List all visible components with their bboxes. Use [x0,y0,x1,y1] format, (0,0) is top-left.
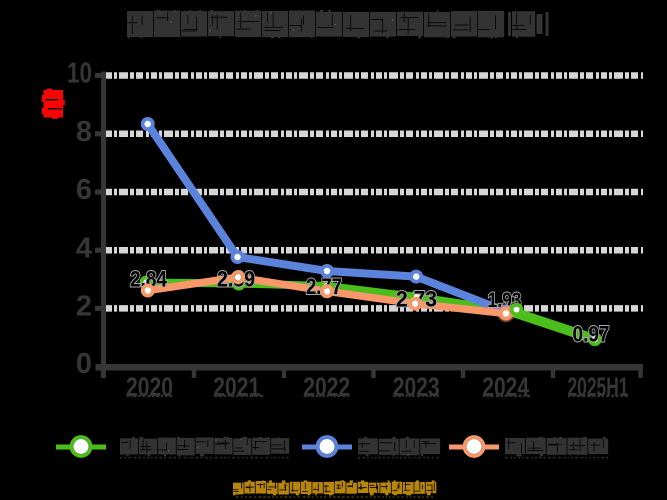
svg-text:2022: 2022 [303,372,350,402]
svg-text:0: 0 [76,348,92,380]
svg-text:6: 6 [76,174,92,206]
svg-text:0.97: 0.97 [573,322,610,347]
svg-text:2024: 2024 [482,372,529,402]
svg-text:10: 10 [67,58,92,90]
svg-text:2025H1: 2025H1 [568,372,629,402]
svg-text:2023: 2023 [393,372,440,402]
svg-text:2.89: 2.89 [217,267,255,292]
svg-text:4: 4 [76,233,92,265]
svg-text:2: 2 [76,291,92,323]
svg-text:2.84: 2.84 [130,267,168,292]
svg-text:2020: 2020 [126,372,173,402]
svg-text:2021: 2021 [213,372,260,402]
svg-text:8: 8 [76,116,92,148]
